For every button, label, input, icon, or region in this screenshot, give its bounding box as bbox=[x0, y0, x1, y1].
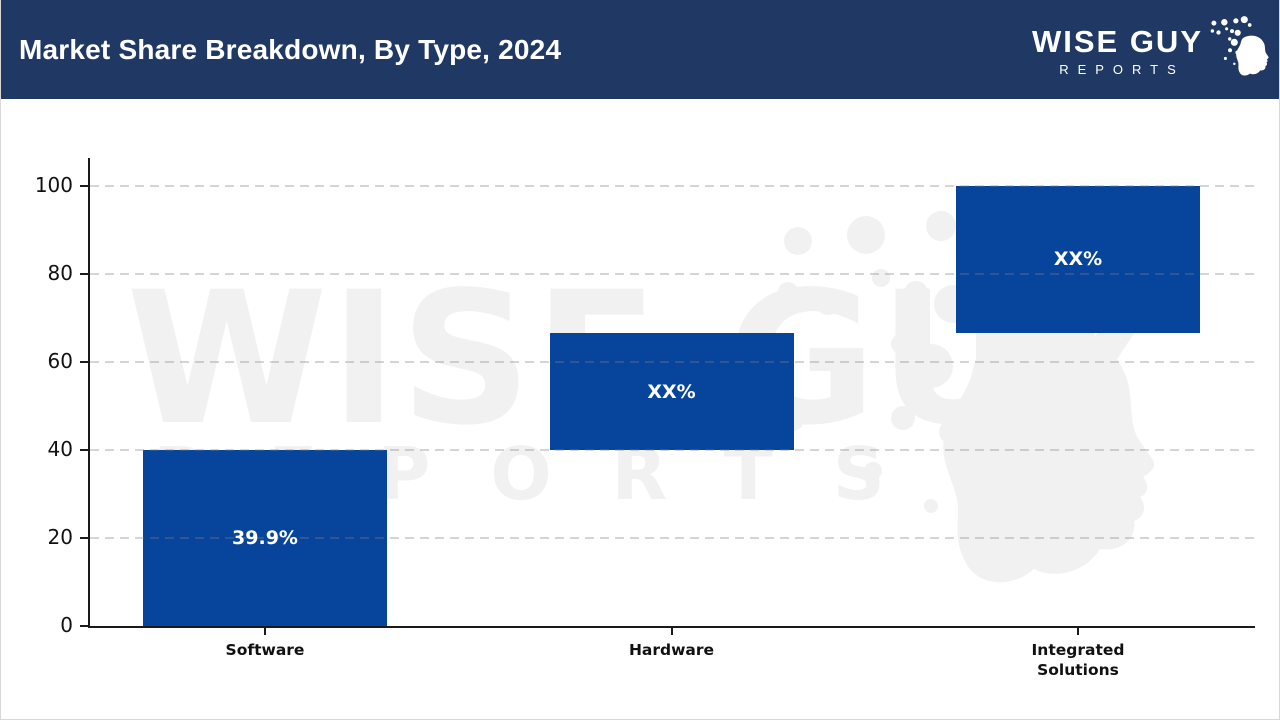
brand-logo-wordmark: WISE GUY bbox=[1031, 23, 1203, 59]
brand-logo: WISE GUY REPORTS bbox=[1032, 7, 1273, 93]
bar-hardware bbox=[549, 332, 794, 451]
y-tick-label: 80 bbox=[47, 261, 73, 285]
y-tick-mark bbox=[80, 449, 88, 451]
x-tick-mark bbox=[1077, 628, 1079, 635]
y-tick-mark bbox=[80, 185, 88, 187]
x-category-label: Software bbox=[225, 641, 305, 659]
y-tick-label: 0 bbox=[60, 613, 73, 637]
y-axis-line bbox=[88, 158, 90, 628]
gridline bbox=[90, 449, 1254, 451]
page-title: Market Share Breakdown, By Type, 2024 bbox=[19, 33, 562, 65]
y-tick-label: 60 bbox=[47, 349, 73, 373]
y-tick-label: 40 bbox=[47, 437, 73, 461]
x-axis-line bbox=[88, 626, 1255, 628]
x-tick-mark bbox=[264, 628, 266, 635]
brand-logo-head-icon bbox=[1210, 16, 1269, 76]
gridline bbox=[90, 273, 1254, 275]
bar-value-label: XX% bbox=[647, 380, 696, 403]
y-tick-label: 100 bbox=[34, 173, 73, 197]
bar-value-label: 39.9% bbox=[232, 527, 298, 550]
y-tick-mark bbox=[80, 273, 88, 275]
bar-value-label: XX% bbox=[1053, 248, 1103, 271]
y-tick-mark bbox=[80, 537, 88, 539]
brand-logo-subtext: REPORTS bbox=[1059, 61, 1185, 77]
gridline bbox=[90, 537, 1254, 539]
header: Market Share Breakdown, By Type, 2024 WI… bbox=[1, 0, 1279, 99]
y-tick-label: 20 bbox=[47, 525, 73, 549]
bar-software bbox=[143, 450, 387, 626]
x-tick-mark bbox=[670, 628, 673, 635]
gridline bbox=[90, 361, 1254, 363]
gridline bbox=[90, 185, 1254, 187]
x-category-label: Hardware bbox=[628, 641, 715, 659]
x-category-label: Integrated Solutions bbox=[1031, 641, 1125, 680]
y-tick-mark bbox=[80, 625, 88, 627]
y-tick-mark bbox=[80, 361, 88, 363]
